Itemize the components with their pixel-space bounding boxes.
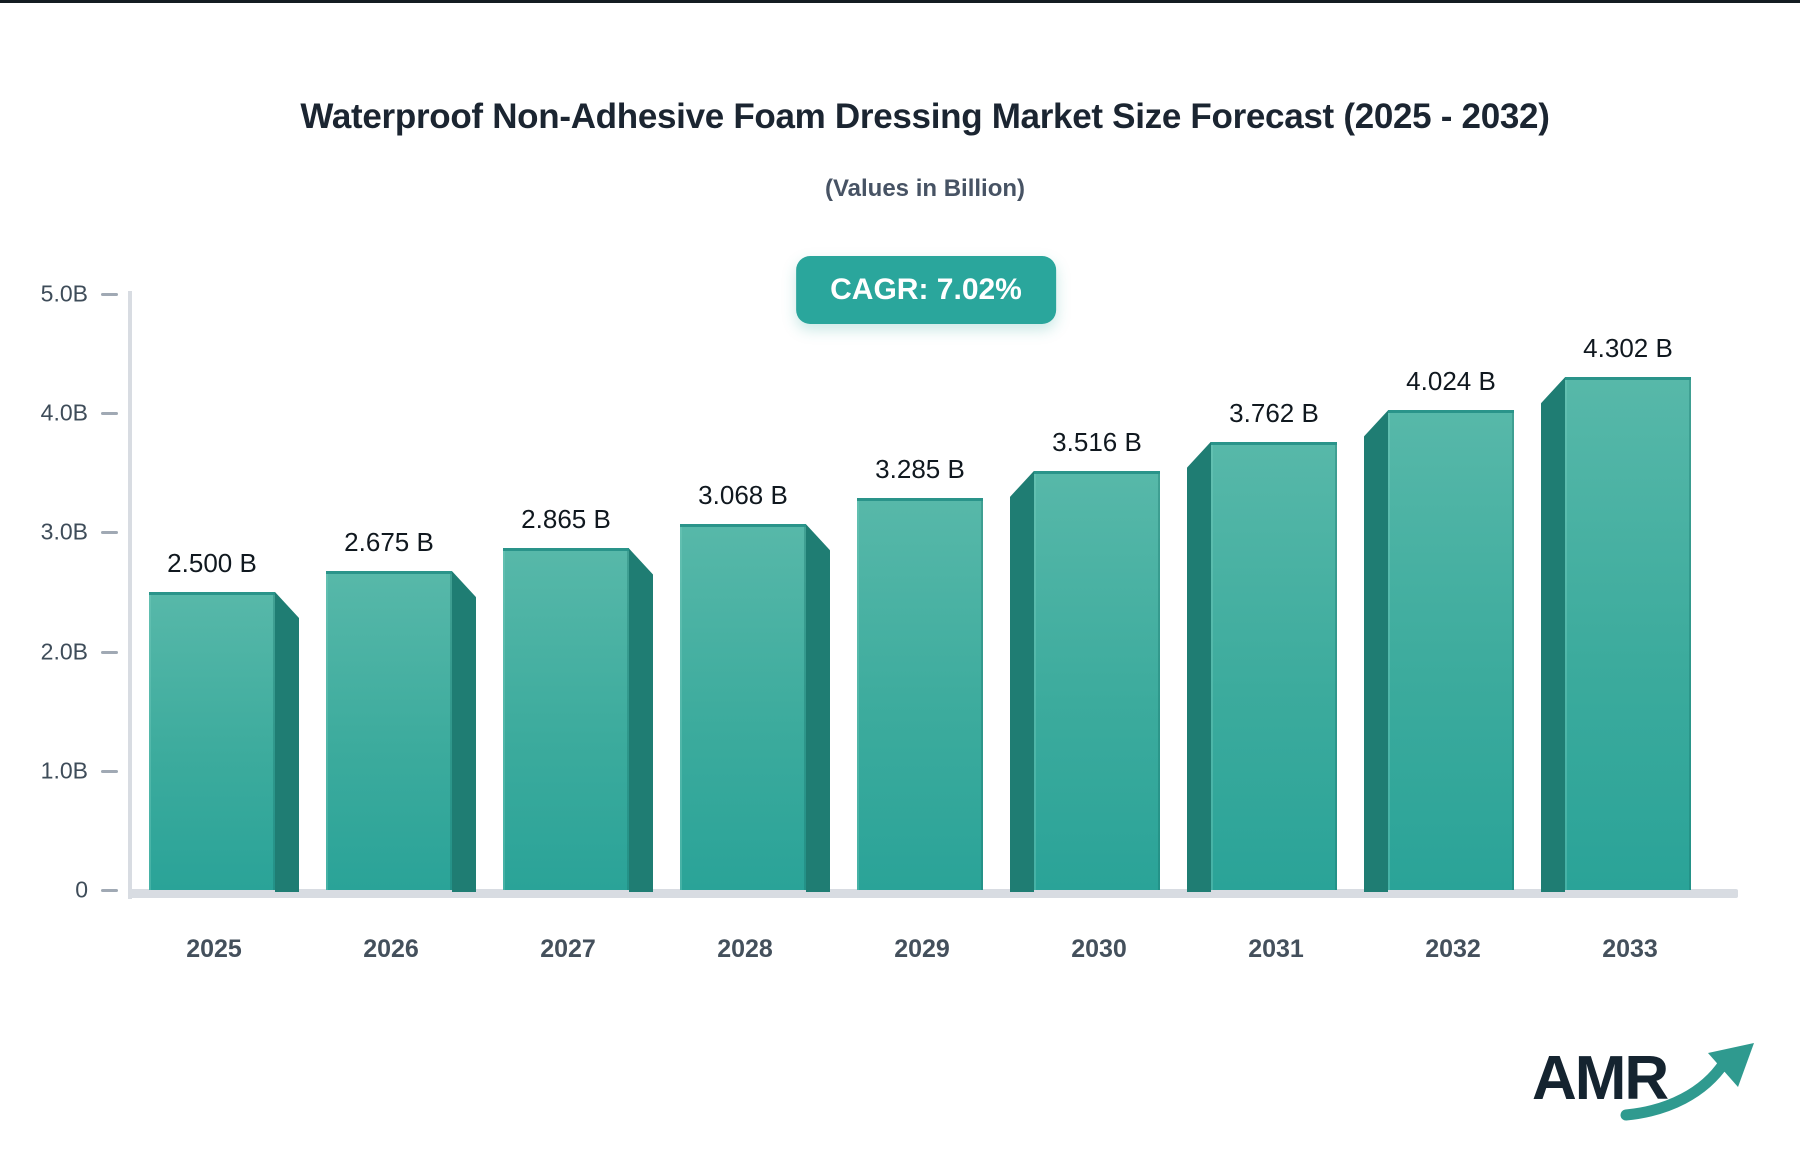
bar-value-label: 4.302 B <box>1583 333 1673 364</box>
plot-area: 5.0B 4.0B 3.0B 2.0B 1.0B 0 2.500 B 2.675 B 2.86… <box>0 3 1800 1156</box>
y-tick-mark <box>101 531 118 535</box>
bar-value-label: 3.068 B <box>698 480 788 511</box>
bar-value-label: 2.865 B <box>521 504 611 535</box>
y-tick-mark <box>101 412 118 416</box>
chart-subtitle: (Values in Billion) <box>824 175 1026 202</box>
bar-3d-side <box>1187 441 1211 892</box>
growth-arrow-icon <box>1620 1043 1754 1121</box>
y-tick-mark <box>101 769 118 773</box>
x-axis-label: 2026 <box>363 935 419 963</box>
x-axis-label: 2029 <box>894 935 950 963</box>
bar-value-label: 4.024 B <box>1406 366 1496 397</box>
x-axis-label: 2025 <box>186 935 242 963</box>
bar-value-label: 2.500 B <box>167 548 257 578</box>
x-axis-label: 2030 <box>1071 935 1127 963</box>
bar-3d-side <box>1010 470 1034 892</box>
bar-2032 <box>1388 410 1514 890</box>
y-tick-mark <box>101 650 118 654</box>
bar-2025 <box>149 592 275 890</box>
x-axis-baseline <box>128 889 1738 898</box>
y-tick-label: 4.0B <box>40 399 88 426</box>
bar-2031 <box>1211 441 1337 890</box>
y-axis-line <box>128 291 132 899</box>
bar-value-label: 3.762 B <box>1229 397 1319 428</box>
y-tick-mark <box>101 293 118 296</box>
y-tick-label: 0 <box>75 876 88 903</box>
y-tick-mark <box>101 889 118 892</box>
y-tick-label: 2.0B <box>40 638 88 665</box>
bar-3d-side <box>1364 410 1388 892</box>
amr-logo-text: AMR <box>1532 1044 1669 1113</box>
x-axis-label: 2027 <box>540 935 596 963</box>
bar-2033 <box>1565 377 1691 890</box>
bar-value-label: 3.285 B <box>875 454 965 485</box>
bar-3d-side <box>629 548 653 892</box>
bar-2030 <box>1034 470 1160 890</box>
x-axis-label: 2032 <box>1425 935 1481 963</box>
bar-2028 <box>680 524 806 890</box>
x-axis-label: 2028 <box>717 935 773 963</box>
y-tick-label: 1.0B <box>40 757 88 784</box>
x-axis-label: 2031 <box>1248 935 1304 963</box>
bar-3d-side <box>275 592 299 892</box>
x-axis-label: 2033 <box>1602 935 1658 963</box>
bar-3d-side <box>452 571 476 892</box>
bar-3d-side <box>1541 377 1565 892</box>
amr-logo: AMR <box>1532 1035 1772 1125</box>
bar-value-label: 3.516 B <box>1052 426 1142 457</box>
bar-3d-side <box>806 524 830 892</box>
y-tick-label: 3.0B <box>40 518 88 545</box>
bar-2029 <box>857 498 983 890</box>
bar-2026 <box>326 571 452 890</box>
bar-value-label: 2.675 B <box>344 527 434 558</box>
cagr-badge: CAGR: 7.02% <box>796 256 1056 324</box>
chart-title: Waterproof Non-Adhesive Foam Dressing Ma… <box>300 97 1550 136</box>
bar-2027 <box>503 548 629 890</box>
y-tick-label: 5.0B <box>40 280 88 307</box>
